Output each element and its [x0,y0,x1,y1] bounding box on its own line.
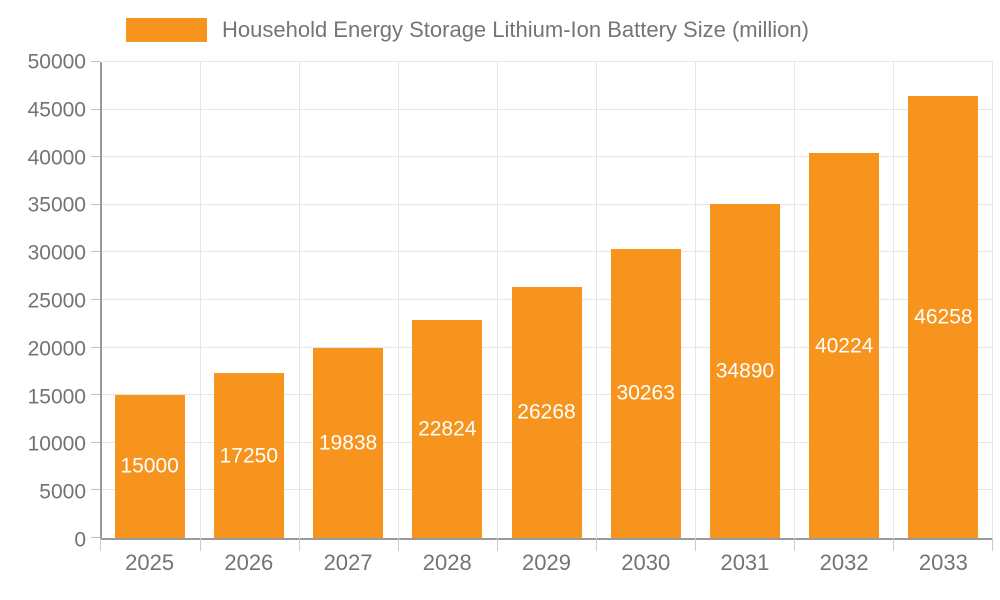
y-tick-label: 35000 [27,193,86,217]
gridline-vertical [992,62,993,538]
x-tick-label: 2027 [323,550,373,575]
x-axis-tick [496,538,498,551]
bar-value-label: 17250 [219,444,279,468]
bar-value-label: 46258 [914,305,973,329]
bar: 40224 [809,153,880,538]
y-axis-labels: 0 5000 10000 15000 20000 25000 30000 35000 40000… [0,52,86,551]
x-tick-label: 2029 [522,550,571,575]
x-tick-label: 2026 [224,550,274,575]
y-axis-tick [91,346,100,348]
x-tick-label: 2025 [125,550,175,575]
y-axis-tick [91,251,100,253]
y-tick-label: 15000 [27,385,86,409]
gridline-vertical [694,62,696,538]
y-axis-tick [91,441,100,443]
y-tick-label: 5000 [39,480,86,504]
y-axis-tick [91,61,100,62]
gridline-horizontal [102,156,993,158]
x-axis-tick [199,538,201,551]
bar-value-label: 22824 [418,417,477,441]
bar-value-label: 15000 [120,454,179,478]
x-tick-label: 2031 [720,550,770,575]
y-axis-tick [91,299,100,300]
y-tick-label: 30000 [27,241,86,265]
legend-swatch [126,18,207,42]
y-tick-label: 40000 [27,146,86,170]
bar: 22824 [412,319,483,538]
bar-value-label: 30263 [616,381,675,405]
x-tick-label: 2032 [819,550,869,575]
legend[interactable]: Household Energy Storage Lithium-Ion Bat… [126,17,809,43]
gridline-vertical [596,62,597,538]
y-axis-tick [91,108,100,110]
gridline-horizontal [102,203,993,205]
y-axis-tick [91,156,100,158]
x-axis-tick [397,538,399,551]
x-axis-tick [794,538,795,551]
x-axis-tick [100,538,101,551]
gridline-vertical [496,62,498,538]
y-axis-tick [91,489,100,491]
gridline-horizontal [102,61,993,62]
gridline-vertical [892,62,894,538]
y-tick-label: 0 [74,528,86,552]
y-tick-label: 45000 [27,98,86,122]
y-tick-label: 25000 [27,289,86,313]
gridline-vertical [794,62,795,538]
y-tick-label: 20000 [27,337,86,361]
bar: 15000 [114,394,185,538]
y-axis-tick [91,537,100,538]
y-axis-tick [91,394,100,396]
bar: 26268 [511,286,582,538]
bar-value-label: 19838 [318,431,378,455]
plot-area: 15000 2025 17250 2026 19838 2027 22824 2028 2626… [91,61,993,574]
bar-value-label: 40224 [814,334,874,358]
bar: 30263 [610,248,681,538]
x-axis-tick [992,538,993,551]
bar: 19838 [313,348,384,538]
bar: 17250 [213,373,284,538]
gridline-vertical [298,62,300,538]
y-axis-tick [91,203,100,205]
bar: 46258 [908,95,979,538]
gridline-horizontal [102,108,993,110]
gridline-vertical [397,62,399,538]
y-tick-label: 10000 [27,432,86,456]
x-axis-tick [298,538,300,551]
bar: 34890 [709,204,780,538]
bar-value-label: 26268 [517,400,576,424]
x-axis-tick [694,538,696,551]
gridline-horizontal [102,251,993,253]
legend-label: Household Energy Storage Lithium-Ion Bat… [222,17,809,42]
x-tick-label: 2028 [422,550,472,575]
x-tick-label: 2033 [918,550,968,575]
bar-value-label: 34890 [715,359,775,383]
x-axis-tick [596,538,597,551]
gridline-vertical [199,62,201,538]
y-tick-label: 50000 [27,50,86,74]
x-axis-tick [892,538,894,551]
x-tick-label: 2030 [621,550,671,575]
